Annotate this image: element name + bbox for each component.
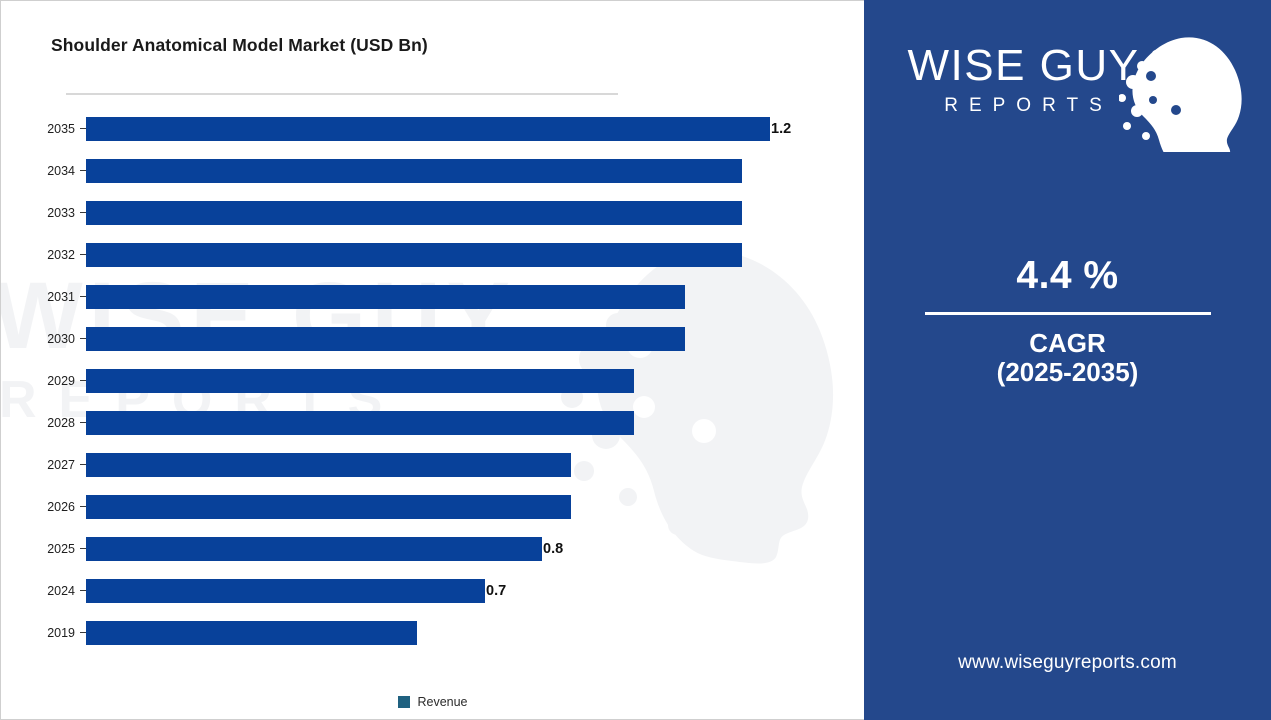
y-axis-tick-mark <box>80 590 86 592</box>
y-axis-tick-mark <box>80 464 86 466</box>
brand-panel: WISE GUY REPORTS <box>864 0 1271 720</box>
chart-bar <box>86 243 742 267</box>
y-axis-tick-label: 2024 <box>47 584 75 598</box>
logo-text: WISE GUY REPORTS <box>893 41 1155 116</box>
cagr-label-line-1: CAGR <box>1029 328 1106 358</box>
chart-bar <box>86 621 417 645</box>
chart-bar <box>86 495 571 519</box>
logo-sub-text: REPORTS <box>944 95 1113 116</box>
y-axis-tick-label: 2034 <box>47 164 75 178</box>
chart-panel: WISE GUY REPORTS <box>0 0 864 720</box>
chart-bar-row: 2034 <box>1 159 864 183</box>
y-axis-tick-label: 2025 <box>47 542 75 556</box>
brand-website-url: www.wiseguyreports.com <box>958 652 1177 673</box>
chart-plot-area: 2035 1.2 2034 2033 2032 2031 2030 2029 2028 2027 2… <box>1 109 864 657</box>
chart-bar <box>86 201 742 225</box>
y-axis-tick-mark <box>80 212 86 214</box>
chart-bar <box>86 285 685 309</box>
chart-bar-row: 2032 <box>1 243 864 267</box>
chart-bar-value-label: 0.7 <box>486 583 507 599</box>
chart-title: Shoulder Anatomical Model Market (USD Bn… <box>51 35 428 55</box>
y-axis-tick-label: 2029 <box>47 374 75 388</box>
cagr-divider <box>924 312 1211 315</box>
y-axis-tick-mark <box>80 422 86 424</box>
y-axis-tick-label: 2035 <box>47 122 75 136</box>
legend-swatch-revenue <box>398 696 411 708</box>
chart-bar-row: 2033 <box>1 201 864 225</box>
y-axis-tick-label: 2031 <box>47 290 75 304</box>
y-axis-tick-mark <box>80 128 86 130</box>
dotted-head-profile-icon <box>1118 37 1242 152</box>
chart-bar-row: 2031 <box>1 285 864 309</box>
y-axis-tick-mark <box>80 506 86 508</box>
chart-bar-row: 2030 <box>1 327 864 351</box>
y-axis-tick-mark <box>80 254 86 256</box>
cagr-value: 4.4 % <box>1016 254 1119 297</box>
chart-bar-row: 2035 1.2 <box>1 117 864 141</box>
y-axis-tick-label: 2033 <box>47 206 75 220</box>
y-axis-tick-label: 2030 <box>47 332 75 346</box>
cagr-label-line-2: (2025-2035) <box>996 357 1139 388</box>
chart-bar <box>86 453 571 477</box>
y-axis-tick-mark <box>80 296 86 298</box>
y-axis-tick-label: 2028 <box>47 416 75 430</box>
chart-bar-row: 2028 <box>1 411 864 435</box>
y-axis-tick-label: 2026 <box>47 500 75 514</box>
chart-bar-row: 2019 <box>1 621 864 645</box>
cagr-label: CAGR (2025-2035) <box>996 328 1139 388</box>
chart-bar <box>86 411 634 435</box>
chart-bar-row: 2029 <box>1 369 864 393</box>
logo-main-text: WISE GUY <box>907 41 1140 90</box>
chart-bar <box>86 369 634 393</box>
y-axis-tick-mark <box>80 632 86 634</box>
title-divider <box>66 93 618 95</box>
chart-bar <box>86 327 685 351</box>
chart-bar-value-label: 0.8 <box>543 541 564 557</box>
chart-bar-row: 2027 <box>1 453 864 477</box>
chart-bar <box>86 537 542 561</box>
y-axis-tick-mark <box>80 170 86 172</box>
wiseguy-logo: WISE GUY REPORTS <box>893 37 1243 152</box>
y-axis-tick-mark <box>80 338 86 340</box>
chart-legend: Revenue <box>1 695 864 709</box>
chart-bar <box>86 579 485 603</box>
y-axis-tick-label: 2027 <box>47 458 75 472</box>
legend-label-revenue: Revenue <box>417 695 468 709</box>
chart-bar-row: 2024 0.7 <box>1 579 864 603</box>
chart-bar-row: 2025 0.8 <box>1 537 864 561</box>
chart-bar-row: 2026 <box>1 495 864 519</box>
chart-bar <box>86 117 770 141</box>
chart-bar-value-label: 1.2 <box>771 121 792 137</box>
chart-bar <box>86 159 742 183</box>
y-axis-tick-label: 2032 <box>47 248 75 262</box>
y-axis-tick-mark <box>80 548 86 550</box>
y-axis-tick-mark <box>80 380 86 382</box>
y-axis-tick-label: 2019 <box>47 626 75 640</box>
